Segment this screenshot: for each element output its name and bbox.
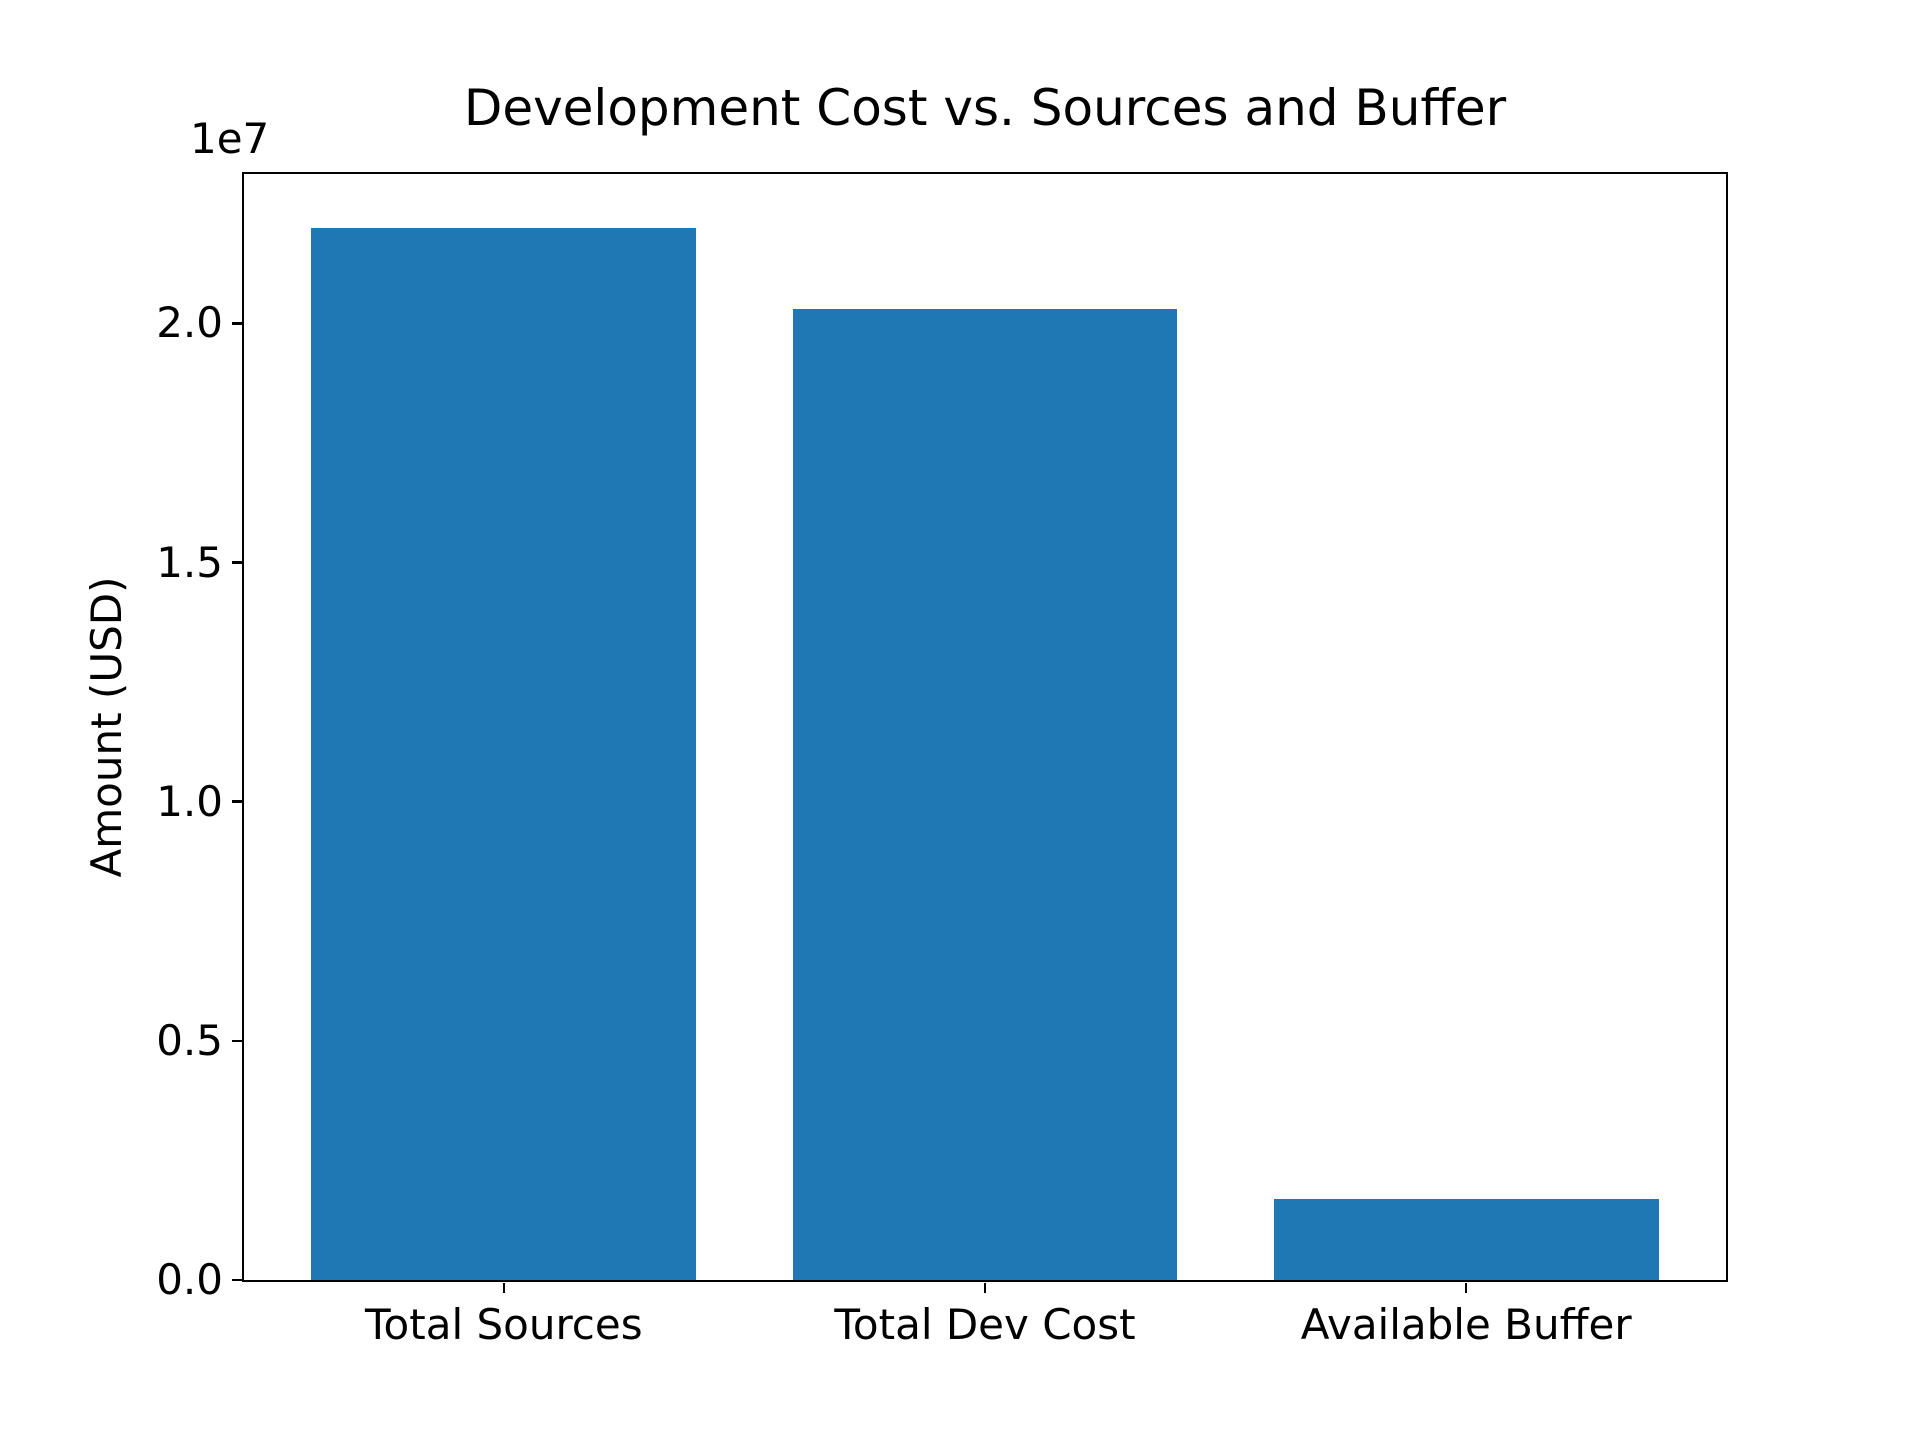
- x-tick-mark: [502, 1282, 506, 1293]
- y-tick-mark: [231, 800, 242, 803]
- y-tick-label: 0.5: [156, 1015, 223, 1065]
- x-tick-label: Total Sources: [365, 1300, 643, 1349]
- plot-area: 0.0 0.5 1.0 1.5 2.0 Total Sources Total Dev C…: [156, 172, 1728, 1348]
- y-tick-label: 1.5: [156, 537, 223, 587]
- x-tick-label: Available Buffer: [1300, 1300, 1632, 1349]
- chart-title: Development Cost vs. Sources and Buffer: [463, 79, 1507, 137]
- y-axis-label: Amount (USD): [82, 576, 131, 878]
- y-tick-mark: [231, 322, 242, 325]
- y-axis-offset-text: 1e7: [190, 114, 270, 163]
- x-tick-mark: [1464, 1282, 1468, 1293]
- y-tick-label: 1.0: [156, 776, 223, 826]
- y-tick-mark: [231, 561, 242, 564]
- bar-total-sources: [311, 227, 697, 1280]
- y-tick-mark: [231, 1278, 242, 1282]
- y-tick-label: 0.0: [156, 1255, 223, 1304]
- x-tick-mark: [983, 1282, 987, 1293]
- x-tick-label: Total Dev Cost: [834, 1300, 1136, 1349]
- bar-total-dev-cost: [792, 309, 1178, 1280]
- y-tick-label: 2.0: [156, 298, 223, 348]
- y-tick-mark: [231, 1039, 242, 1043]
- bar-available-buffer: [1273, 1198, 1659, 1280]
